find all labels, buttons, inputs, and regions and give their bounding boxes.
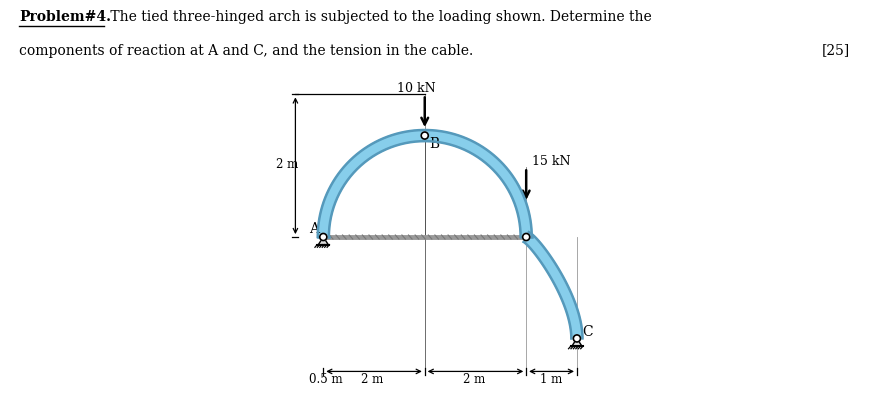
Text: 2 m: 2 m [276, 158, 298, 171]
Text: C: C [582, 325, 593, 339]
Circle shape [523, 234, 530, 241]
Text: 2 m: 2 m [463, 373, 485, 386]
Text: [25]: [25] [821, 44, 850, 58]
Text: Problem#4.: Problem#4. [19, 10, 112, 24]
Circle shape [573, 335, 581, 342]
Text: 15 kN: 15 kN [532, 155, 571, 168]
Polygon shape [572, 339, 581, 346]
Text: 10 kN: 10 kN [396, 82, 435, 95]
Polygon shape [319, 237, 328, 244]
Text: B: B [429, 137, 439, 151]
Circle shape [421, 132, 428, 139]
Polygon shape [318, 130, 532, 237]
Text: 1 m: 1 m [541, 373, 563, 386]
Text: 2 m: 2 m [361, 373, 383, 386]
Text: The tied three-hinged arch is subjected to the loading shown. Determine the: The tied three-hinged arch is subjected … [106, 10, 652, 24]
Circle shape [319, 234, 327, 241]
Polygon shape [524, 232, 582, 339]
Text: components of reaction at A and C, and the tension in the cable.: components of reaction at A and C, and t… [19, 44, 473, 58]
Text: A: A [309, 222, 319, 236]
Text: 0.5 m: 0.5 m [309, 373, 342, 386]
